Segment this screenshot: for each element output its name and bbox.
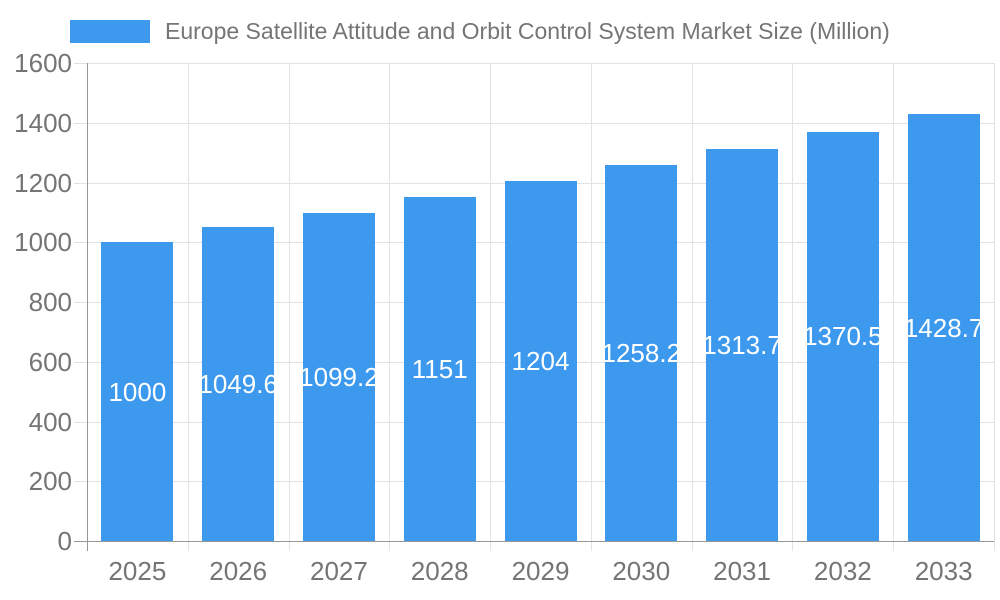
bar-value-label: 1204 <box>511 346 570 377</box>
y-axis-line <box>87 63 88 551</box>
y-tick-label: 600 <box>28 346 72 377</box>
y-tick-label: 1600 <box>14 48 72 78</box>
legend-label: Europe Satellite Attitude and Orbit Cont… <box>165 17 890 44</box>
bar-value-label: 1428.7 <box>903 312 984 343</box>
x-tick-label: 2030 <box>612 556 671 586</box>
x-axis-line <box>74 541 994 542</box>
y-tick-label: 1200 <box>14 167 72 198</box>
bar <box>605 165 678 541</box>
bar <box>504 181 577 541</box>
x-tick-label: 2029 <box>511 556 570 586</box>
x-tick-label: 2025 <box>108 556 167 586</box>
x-tick-label: 2028 <box>410 556 469 586</box>
bar <box>806 131 879 541</box>
bar <box>907 114 980 541</box>
category-gridline <box>691 63 693 551</box>
y-tick-label: 400 <box>28 406 72 437</box>
bar-value-label: 1000 <box>108 376 167 407</box>
x-tick-label: 2027 <box>310 556 368 586</box>
bar-value-label: 1313.7 <box>702 329 782 360</box>
category-gridline <box>288 63 290 551</box>
y-tick-label: 0 <box>57 526 72 556</box>
legend-item[interactable]: Europe Satellite Attitude and Orbit Cont… <box>70 15 890 47</box>
y-tick-label: 200 <box>28 466 72 497</box>
x-tick-label: 2033 <box>914 556 973 586</box>
bar <box>403 197 476 541</box>
bar-value-label: 1258.2 <box>601 338 682 369</box>
x-tick-label: 2032 <box>813 556 872 586</box>
category-gridline <box>389 63 391 551</box>
category-gridline <box>490 63 492 551</box>
y-gridline <box>74 122 994 124</box>
x-tick-label: 2026 <box>209 556 268 586</box>
x-tick-label: 2031 <box>713 556 771 586</box>
bar-value-label: 1099.2 <box>299 361 379 392</box>
category-gridline <box>994 63 995 551</box>
y-tick-label: 1400 <box>14 107 72 138</box>
bar-value-label: 1049.6 <box>198 369 278 400</box>
bar <box>706 148 779 541</box>
category-gridline <box>792 63 794 551</box>
y-gridline <box>74 63 994 64</box>
bar-value-label: 1370.5 <box>803 321 883 352</box>
category-gridline <box>893 63 895 551</box>
y-tick-label: 1000 <box>14 227 72 258</box>
legend-swatch <box>70 19 150 43</box>
y-tick-label: 800 <box>28 287 72 317</box>
bar-value-label: 1151 <box>411 354 468 385</box>
category-gridline <box>590 63 592 551</box>
category-gridline <box>187 63 189 551</box>
bar <box>101 242 174 541</box>
bar <box>202 227 275 541</box>
bar <box>302 212 375 541</box>
